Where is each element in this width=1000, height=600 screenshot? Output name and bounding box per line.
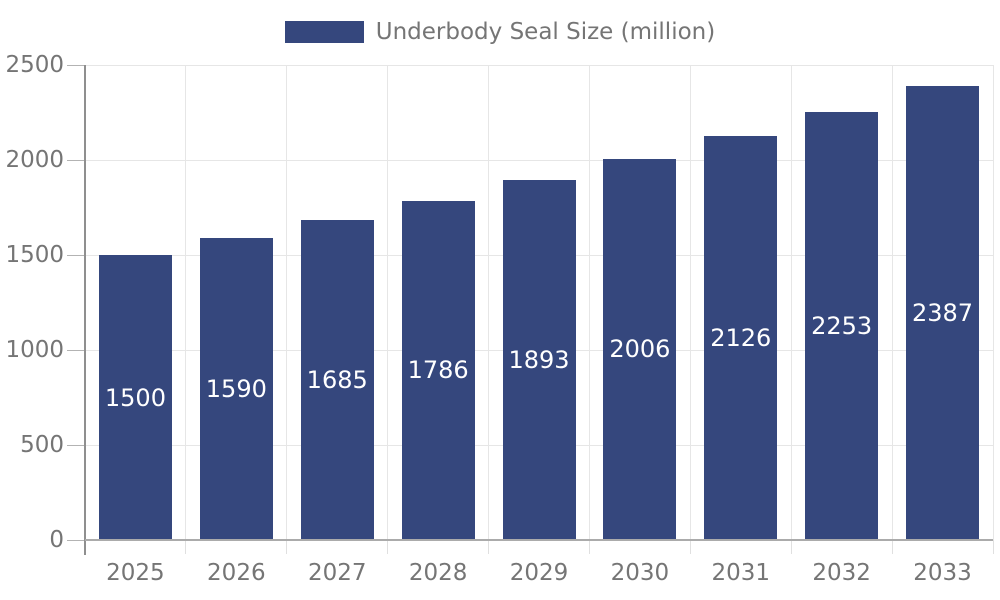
v-gridline xyxy=(185,65,187,540)
bar: 1893 xyxy=(502,180,576,540)
y-axis-tick xyxy=(67,64,85,66)
bar: 1685 xyxy=(300,219,374,540)
bar: 1786 xyxy=(401,200,475,540)
v-gridline xyxy=(387,65,389,540)
y-axis-tick-label: 1500 xyxy=(5,242,64,268)
x-axis-tick xyxy=(790,540,792,554)
x-axis-tick xyxy=(387,540,389,554)
x-axis-tick xyxy=(992,540,994,554)
v-gridline xyxy=(588,65,590,540)
y-axis-tick xyxy=(67,539,85,541)
bar-value-label: 2126 xyxy=(710,324,772,353)
v-gridline xyxy=(689,65,691,540)
x-axis-tick-label: 2031 xyxy=(711,560,771,586)
x-axis-tick-label: 2029 xyxy=(509,560,569,586)
y-axis-tick-label: 1000 xyxy=(5,337,64,363)
bar-value-label: 1786 xyxy=(407,356,469,385)
y-axis-tick xyxy=(67,254,85,256)
y-axis-tick-label: 2500 xyxy=(5,52,64,78)
v-gridline xyxy=(790,65,792,540)
y-axis-line xyxy=(84,65,86,555)
bar: 2253 xyxy=(805,111,879,540)
y-axis-tick xyxy=(67,349,85,351)
bar-value-label: 1500 xyxy=(104,383,166,412)
x-axis-tick-label: 2025 xyxy=(106,560,165,586)
legend: Underbody Seal Size (million) xyxy=(0,16,1000,48)
v-gridline xyxy=(286,65,288,540)
legend-item[interactable]: Underbody Seal Size (million) xyxy=(284,16,716,48)
bar-value-label: 2006 xyxy=(609,335,671,364)
bar-value-label: 2387 xyxy=(912,299,974,328)
v-gridline xyxy=(992,65,994,540)
x-axis-tick xyxy=(488,540,490,554)
x-axis-tick-label: 2026 xyxy=(207,560,266,586)
y-axis-tick xyxy=(67,444,85,446)
x-axis-line xyxy=(85,539,993,541)
y-axis-tick-label: 500 xyxy=(20,432,64,458)
bar-value-label: 1685 xyxy=(306,365,368,394)
x-axis-tick-label: 2033 xyxy=(913,560,972,586)
bar: 1590 xyxy=(199,237,273,540)
y-axis-tick xyxy=(67,159,85,161)
y-axis-tick-label: 2000 xyxy=(5,147,64,173)
bar-value-label: 1590 xyxy=(205,374,267,403)
bar: 2006 xyxy=(603,158,677,540)
bar: 2126 xyxy=(704,136,778,540)
bar: 1500 xyxy=(98,255,172,540)
x-axis-tick xyxy=(185,540,187,554)
bar: 2387 xyxy=(906,86,980,540)
h-gridline xyxy=(85,159,993,161)
x-axis-tick xyxy=(689,540,691,554)
v-gridline xyxy=(891,65,893,540)
legend-label: Underbody Seal Size (million) xyxy=(375,19,716,45)
bar-value-label: 1893 xyxy=(508,346,570,375)
x-axis-tick-label: 2028 xyxy=(408,560,468,586)
x-axis-tick xyxy=(891,540,893,554)
legend-swatch-icon xyxy=(284,21,364,43)
x-axis-tick-label: 2030 xyxy=(610,560,670,586)
x-axis-tick-label: 2027 xyxy=(307,560,367,586)
x-axis-tick xyxy=(286,540,288,554)
h-gridline xyxy=(85,64,993,66)
y-axis-tick-label: 0 xyxy=(49,527,64,553)
x-axis-tick xyxy=(588,540,590,554)
bar-value-label: 2253 xyxy=(811,311,873,340)
v-gridline xyxy=(488,65,490,540)
x-axis-tick-label: 2032 xyxy=(812,560,871,586)
